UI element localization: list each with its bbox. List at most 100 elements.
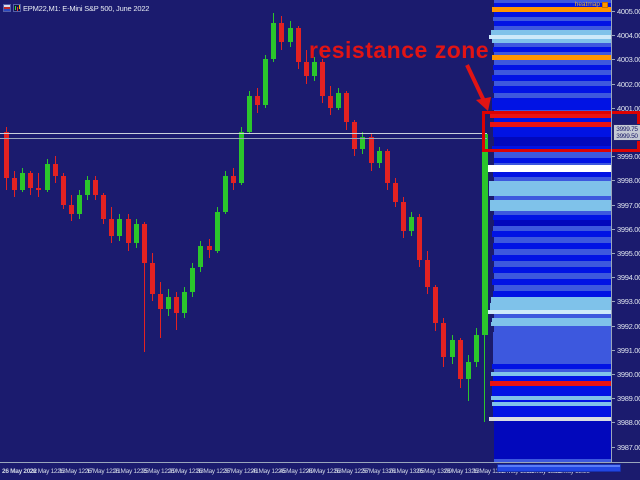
price-tick-label: 3988.00 [612, 418, 640, 427]
time-tick-label: 26 May 12:13 [29, 468, 66, 475]
candle [457, 340, 463, 379]
candle [449, 340, 455, 357]
candle [255, 95, 261, 106]
candle [141, 224, 147, 263]
price-tick-label: 3995.00 [612, 249, 640, 258]
heatmap-bar [492, 255, 611, 261]
price-tick-label: 4002.00 [612, 80, 640, 89]
heatmap-bar [493, 243, 611, 249]
candle [166, 296, 171, 309]
window-icon [3, 4, 11, 12]
heatmap-bar [494, 0, 611, 3]
price-axis[interactable]: 3999.75 3999.50 4005.00 4004.00 4003.00 400… [611, 0, 640, 476]
time-tick-label: 26 May 13:09 [416, 468, 452, 475]
candle [182, 291, 188, 314]
candle [417, 216, 423, 261]
candlestick-series [4, 13, 488, 423]
time-tick-label: 26 May 12:33 [167, 468, 204, 475]
candle [174, 296, 180, 314]
candle [28, 173, 34, 188]
heatmap-bar [494, 249, 611, 255]
price-tick-label: 3998.00 [612, 176, 640, 185]
candle [279, 23, 285, 43]
time-tick-label: 26 May 12:17 [57, 468, 93, 475]
candle [336, 93, 342, 108]
bid-line [0, 138, 487, 139]
heatmap-bar [494, 326, 611, 332]
candle [214, 211, 220, 251]
heatmap-bar [491, 372, 611, 376]
heatmap-bar [489, 181, 611, 196]
horizontal-scrollbar[interactable] [497, 464, 621, 472]
heatmap-bar [494, 81, 611, 86]
heatmap-bar [493, 86, 611, 93]
heatmap-bar [493, 172, 611, 177]
heatmap-bar [494, 285, 611, 291]
candle [287, 27, 293, 43]
time-tick-label: 26 May 12:37 [195, 468, 231, 475]
time-axis[interactable]: 26 May 2022 26 May 12:13 26 May 12:17 26 Ma… [0, 462, 640, 480]
candle [125, 219, 131, 244]
candle [400, 202, 406, 232]
time-tick-label: 26 May 12:25 [112, 468, 149, 475]
heatmap-settings-icon[interactable] [602, 1, 608, 8]
candle [303, 61, 309, 77]
price-tick-label: 3999.00 [612, 152, 640, 161]
heatmap-bar [492, 318, 611, 322]
heatmap-bar [494, 60, 611, 65]
time-tick-label: 26 May 2022 [2, 468, 37, 475]
heatmap-bar [494, 26, 611, 30]
heatmap-bar [491, 30, 611, 35]
candle [328, 95, 333, 108]
arrow-annotation[interactable] [450, 55, 510, 120]
candle [20, 173, 26, 190]
candle [68, 204, 74, 215]
heatmap-bar [494, 3, 611, 7]
candle-wick [38, 173, 40, 198]
heatmap-bar [494, 177, 611, 181]
resistance-zone-label[interactable]: resistance zone [309, 37, 490, 63]
heatmap-bar [494, 43, 611, 47]
heatmap-bar [493, 65, 611, 70]
candle [465, 361, 471, 379]
heatmap-bar [494, 314, 611, 318]
heatmap-bar [492, 7, 611, 12]
candle [85, 180, 90, 195]
time-tick-label: 26 May 12:45 [250, 468, 287, 475]
candle [368, 136, 374, 164]
heatmap-bar [494, 12, 611, 17]
candle [190, 267, 196, 292]
heatmap-bar [494, 369, 611, 372]
heatmap-bar [491, 322, 611, 326]
heatmap-bar [492, 98, 611, 110]
scrollbar-thumb[interactable] [497, 464, 621, 472]
heatmap-bar [494, 237, 611, 243]
heatmap-bar [493, 47, 611, 52]
time-tick-label: 26 May 13:17 [471, 468, 507, 475]
chart-title: EPM22,M1: E-Mini S&P 500, June 2022 [23, 3, 150, 13]
candle [157, 294, 163, 309]
candle [36, 187, 42, 191]
candle [247, 95, 252, 132]
heatmap-bar [494, 163, 611, 165]
heatmap-bar [493, 226, 611, 231]
heatmap-bar [492, 386, 611, 396]
price-tick-label: 3989.00 [612, 394, 640, 403]
candle [433, 286, 439, 324]
candle [425, 260, 431, 287]
heatmap-bar [490, 303, 611, 310]
chart-symbol-icon [13, 4, 21, 12]
candle [109, 219, 115, 236]
heatmap-bar [491, 396, 611, 400]
heatmap-bar [492, 231, 611, 237]
heatmap-bar [494, 152, 611, 158]
price-tick-label: 3993.00 [612, 297, 640, 306]
candle [271, 23, 277, 60]
candle [206, 245, 212, 251]
candle [149, 262, 155, 295]
candle [44, 163, 50, 191]
time-tick-label: 26 May 13:05 [388, 468, 425, 475]
candle [52, 163, 58, 176]
heatmap-bar [494, 211, 611, 215]
